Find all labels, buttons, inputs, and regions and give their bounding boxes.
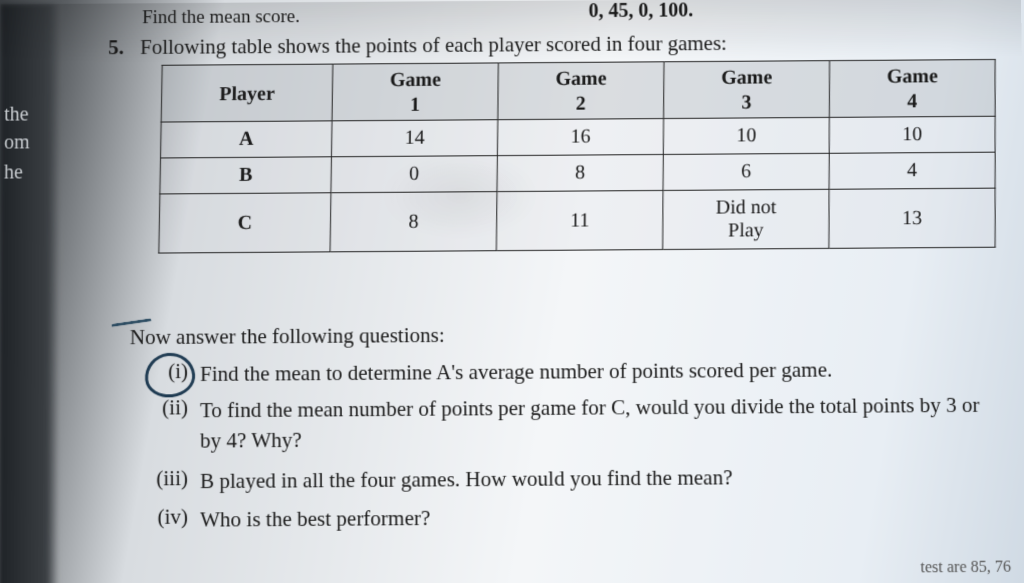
prev-question-fragment: Find the mean score.	[142, 6, 300, 29]
header-game-3: Game 3	[664, 61, 830, 119]
top-number-fragment: 0, 45, 0, 100.	[588, 0, 693, 23]
cell-player-c: C	[159, 193, 331, 253]
cell-b-g2: 8	[497, 154, 663, 191]
edge-text-om: om	[4, 131, 30, 154]
table-row: B 0 8 6 4	[160, 152, 995, 194]
table-row: A 14 16 10 10	[161, 116, 996, 158]
cell-a-g1: 14	[331, 120, 497, 157]
scores-table: Player Game 1 Game 2 Game 3 Game 4 A 14 …	[158, 59, 995, 254]
cell-c-g4: 13	[829, 188, 995, 248]
table-row: C 8 11 Did not Play 13	[159, 188, 995, 253]
cell-c-g3-bot: Play	[728, 219, 764, 241]
cell-c-g1: 8	[330, 192, 497, 252]
header-game-4-sub: 4	[840, 89, 985, 115]
header-game-4: Game 4	[829, 59, 995, 117]
corner-fragment: test are 85, 76	[920, 559, 1011, 578]
cell-a-g2: 16	[497, 119, 663, 156]
cell-a-g4: 10	[829, 116, 995, 153]
header-game-2-sub: 2	[508, 91, 653, 117]
header-game-2: Game 2	[498, 62, 664, 120]
cell-b-g4: 4	[829, 152, 995, 189]
header-game-1-top: Game	[390, 69, 441, 91]
header-game-4-top: Game	[887, 65, 938, 87]
now-answer-text: Now answer the following questions:	[130, 323, 445, 350]
table-header-row: Player Game 1 Game 2 Game 3 Game 4	[161, 59, 995, 122]
header-game-2-top: Game	[555, 68, 606, 90]
roman-iii: (iii)	[140, 466, 188, 492]
header-game-3-sub: 3	[674, 90, 819, 116]
item-ii-text: To find the mean number of points per ga…	[200, 390, 995, 457]
cell-b-g1: 0	[331, 156, 497, 193]
cell-c-g3-top: Did not	[716, 196, 777, 218]
item-i-text: Find the mean to determine A's average n…	[200, 353, 1004, 389]
cell-player-a: A	[161, 121, 332, 158]
cell-a-g3: 10	[663, 117, 829, 154]
edge-text-he: he	[4, 161, 23, 184]
header-game-1: Game 1	[332, 63, 498, 121]
question-intro: Following table shows the points of each…	[140, 29, 958, 60]
header-game-1-sub: 1	[342, 92, 487, 118]
book-spine-shadow	[0, 4, 60, 583]
roman-ii: (ii)	[140, 395, 188, 421]
cell-c-g3: Did not Play	[663, 189, 829, 249]
edge-text-the: the	[4, 104, 28, 127]
textbook-page: the om he Find the mean score. 0, 45, 0,…	[0, 0, 1024, 583]
cell-b-g3: 6	[663, 153, 829, 190]
question-number: 5.	[108, 35, 124, 60]
roman-iv: (iv)	[140, 504, 188, 530]
header-game-3-top: Game	[721, 66, 772, 88]
item-iv-text: Who is the best performer?	[200, 499, 996, 535]
cell-player-b: B	[160, 157, 332, 194]
cell-c-g2: 11	[496, 190, 663, 250]
roman-i: (i)	[140, 359, 188, 385]
header-player: Player	[161, 64, 333, 122]
item-iii-text: B played in all the four games. How woul…	[200, 460, 995, 496]
